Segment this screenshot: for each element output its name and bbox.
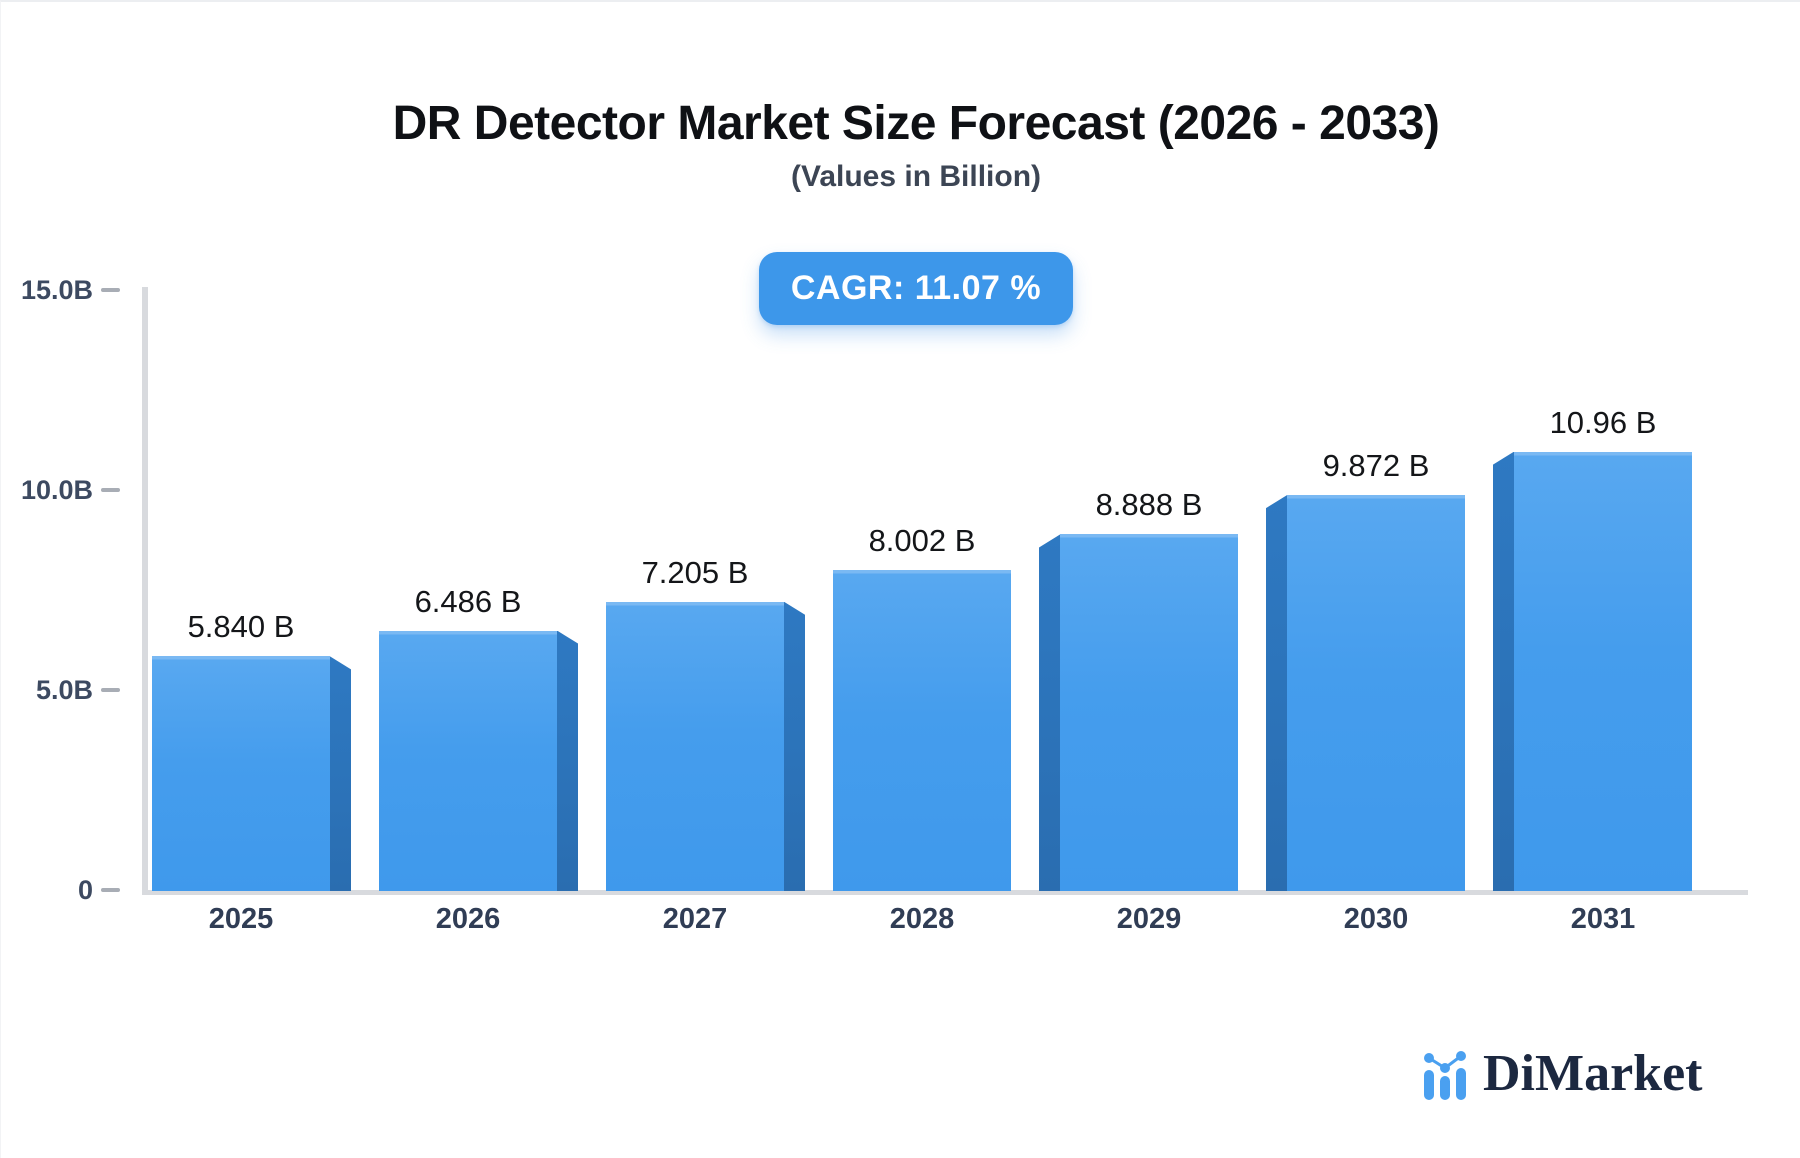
chart-title: DR Detector Market Size Forecast (2026 -…: [392, 97, 1440, 150]
brand-name: DiMarket: [1483, 1045, 1703, 1102]
bar-value-label: 8.888 B: [1095, 487, 1203, 523]
x-axis-label: 2031: [1570, 903, 1636, 935]
bar-3d-side: [1039, 534, 1060, 891]
x-axis-label: 2029: [1116, 903, 1182, 935]
bar: [1060, 534, 1238, 891]
cagr-badge-wrap: CAGR: 11.07 %: [21, 252, 1800, 325]
bar: [1287, 495, 1465, 891]
y-tick-dash: [101, 888, 120, 892]
y-tick-label: 5.0B: [35, 675, 93, 705]
cagr-badge: CAGR: 11.07 %: [758, 252, 1074, 325]
bar: [1514, 451, 1692, 891]
bar-value-label: 6.486 B: [414, 583, 522, 619]
bar-3d-side: [784, 601, 805, 891]
bar-3d-side: [1493, 451, 1514, 891]
bar: [379, 630, 557, 891]
y-tick-label: 15.0B: [20, 275, 93, 305]
bar-3d-side: [1266, 495, 1287, 891]
x-axis-baseline: [142, 890, 1748, 895]
bar-value-label: 10.96 B: [1549, 404, 1657, 440]
x-axis-label: 2027: [662, 903, 728, 935]
dimarket-logo-icon: [1424, 1051, 1466, 1100]
y-tick-label: 10.0B: [20, 475, 93, 505]
x-axis-label: 2025: [208, 903, 274, 935]
bar-3d-side: [557, 630, 578, 891]
brand-logo: DiMarket: [1421, 1042, 1702, 1100]
bar: [606, 601, 784, 891]
chart-subtitle: (Values in Billion): [790, 160, 1042, 193]
y-tick-label: 0: [77, 875, 93, 905]
bar-value-label: 8.002 B: [868, 522, 976, 558]
y-axis-line: [142, 287, 148, 895]
y-tick-dash: [101, 288, 120, 292]
bar: [833, 569, 1011, 891]
x-axis-label: 2030: [1343, 903, 1409, 935]
y-tick-dash: [101, 688, 120, 692]
x-axis-label: 2028: [889, 903, 955, 935]
bar-value-label: 7.205 B: [641, 554, 749, 590]
x-axis-label: 2026: [435, 903, 501, 935]
bar-value-label: 9.872 B: [1322, 448, 1430, 484]
bar-value-label: 5.840 B: [187, 609, 295, 645]
bar-3d-side: [330, 656, 351, 891]
bar: [152, 656, 330, 891]
y-tick-dash: [101, 488, 120, 492]
